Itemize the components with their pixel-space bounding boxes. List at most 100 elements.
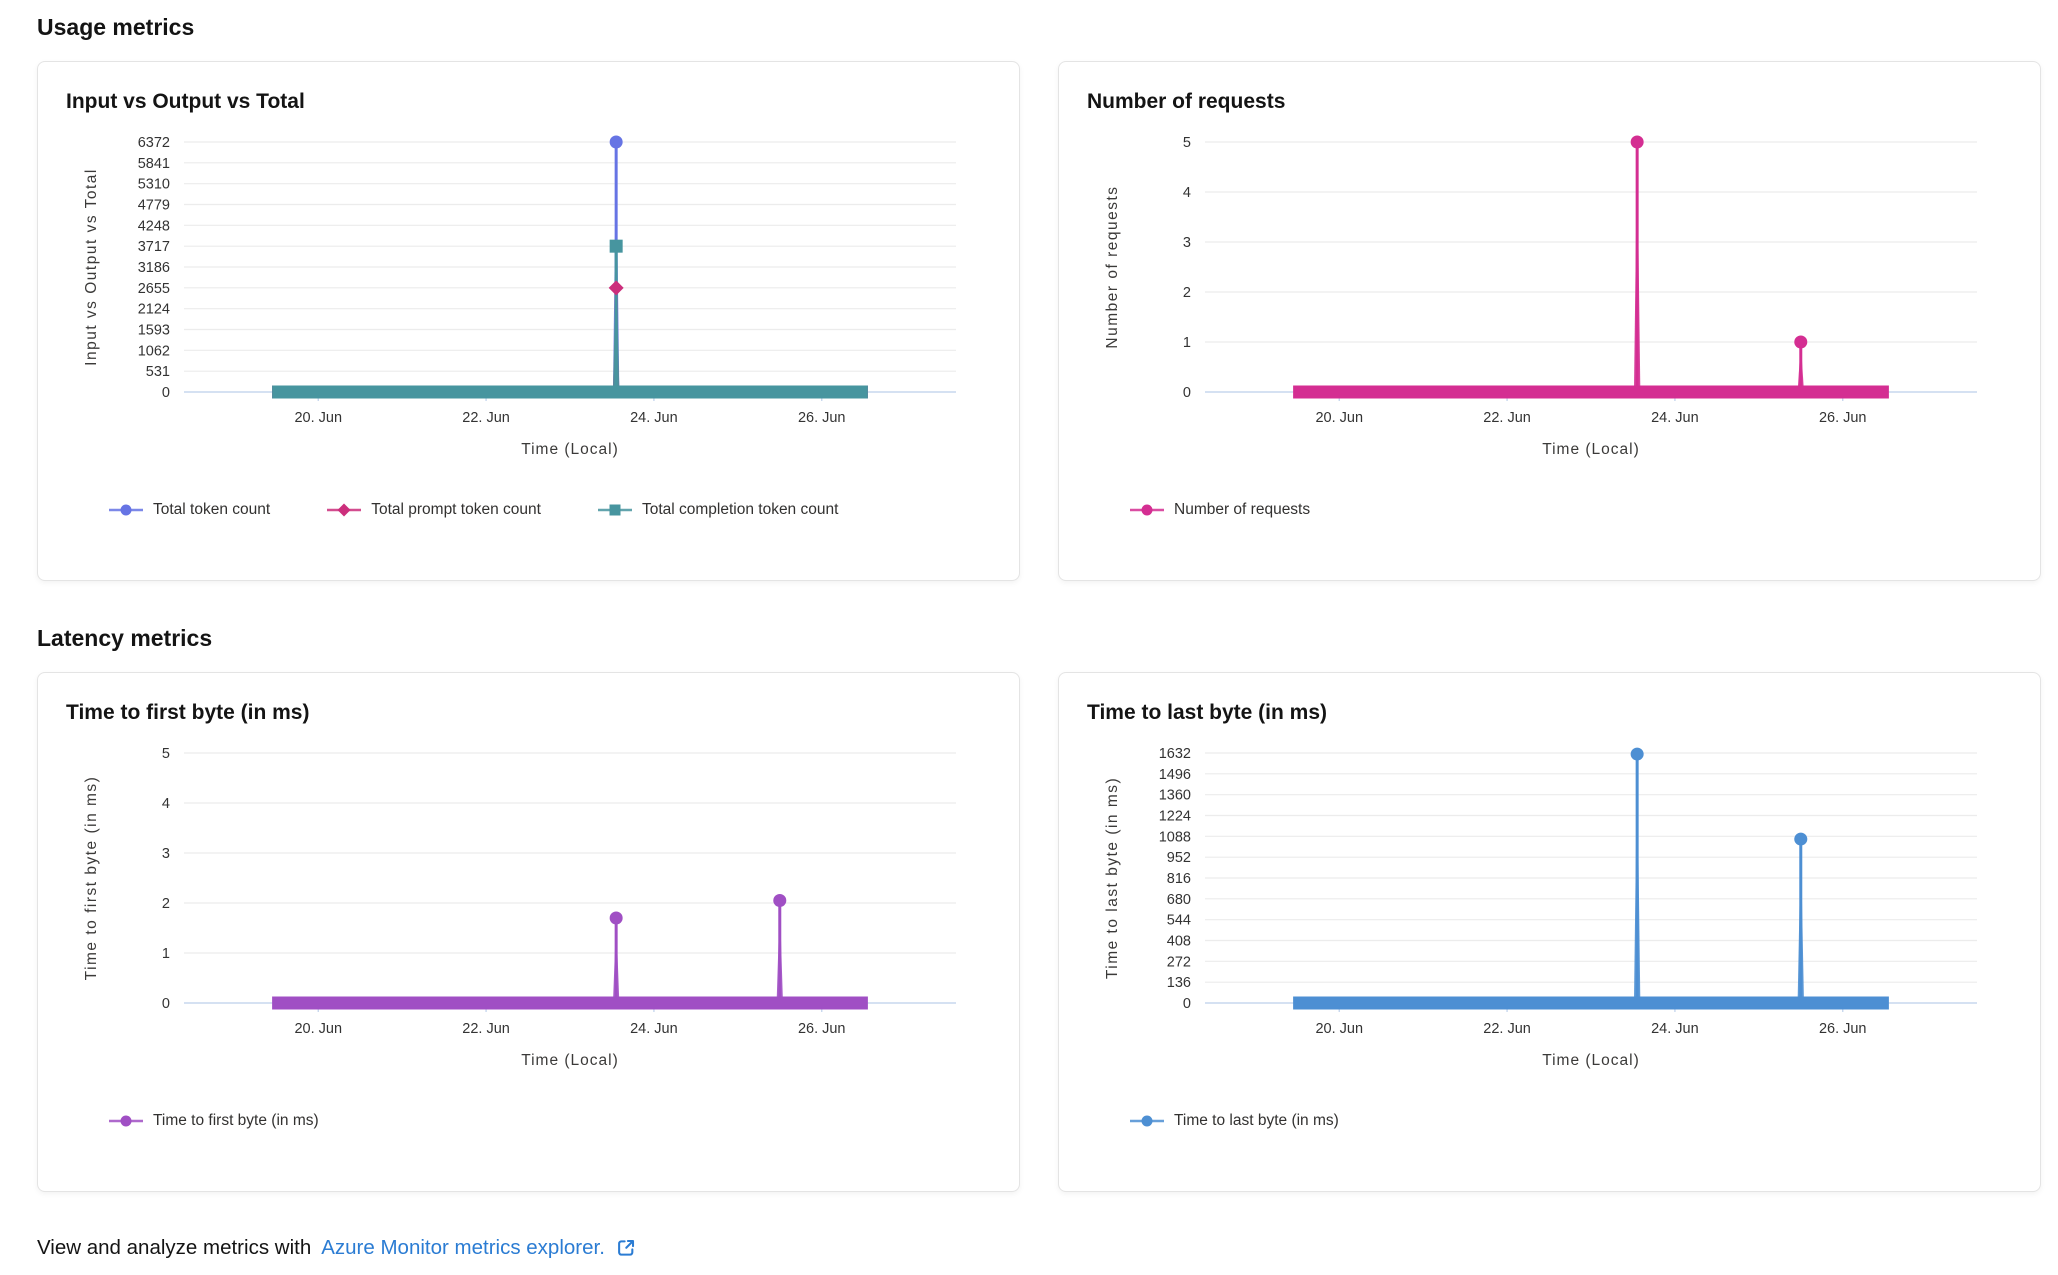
svg-text:20. Jun: 20. Jun: [294, 1021, 342, 1037]
svg-text:26. Jun: 26. Jun: [1819, 410, 1867, 426]
svg-text:531: 531: [146, 364, 170, 380]
svg-text:2655: 2655: [138, 281, 170, 297]
square-marker-icon: [597, 504, 632, 516]
svg-text:408: 408: [1167, 934, 1191, 950]
svg-text:26. Jun: 26. Jun: [1819, 1021, 1867, 1037]
svg-text:Time (Local): Time (Local): [1542, 1052, 1640, 1069]
svg-text:1360: 1360: [1159, 788, 1191, 804]
svg-text:24. Jun: 24. Jun: [630, 1021, 678, 1037]
usage-cards-row: Input vs Output vs Total 0 531 1062 1593 212…: [37, 61, 2041, 581]
svg-text:20. Jun: 20. Jun: [294, 410, 342, 426]
svg-text:3: 3: [162, 846, 170, 862]
circle-marker-icon: [1130, 504, 1164, 516]
svg-text:Time (Local): Time (Local): [1542, 441, 1640, 458]
chart-legend: Time to first byte (in ms): [108, 1112, 991, 1130]
svg-text:0: 0: [162, 996, 170, 1012]
latency-cards-row: Time to first byte (in ms) 0 1 2 3 4 5 20. Jun…: [37, 672, 2041, 1192]
svg-text:136: 136: [1167, 975, 1191, 991]
svg-text:22. Jun: 22. Jun: [1483, 410, 1531, 426]
legend-label: Total token count: [153, 501, 271, 518]
chart-title: Input vs Output vs Total: [66, 90, 305, 113]
chart-title: Number of requests: [1087, 90, 1286, 113]
circle-marker-icon: [109, 504, 143, 516]
svg-text:272: 272: [1167, 954, 1191, 970]
svg-text:1062: 1062: [138, 343, 170, 359]
legend-label: Total prompt token count: [371, 501, 541, 518]
chart-canvas[interactable]: 0 1 2 3 4 5 20. Jun 22. Jun 24. Jun 26. Jun Time (…: [66, 739, 991, 1084]
svg-text:Time (Local): Time (Local): [521, 1052, 619, 1069]
svg-text:0: 0: [1183, 385, 1191, 401]
chart-canvas[interactable]: 0 136 272 408 544 680 816 952 1088 1224 1360 1496 16…: [1087, 739, 2012, 1084]
svg-text:24. Jun: 24. Jun: [1651, 1021, 1699, 1037]
legend-item[interactable]: Number of requests: [1129, 501, 1310, 519]
svg-text:22. Jun: 22. Jun: [1483, 1021, 1531, 1037]
svg-text:680: 680: [1167, 892, 1191, 908]
svg-text:3: 3: [1183, 235, 1191, 251]
svg-text:1: 1: [1183, 335, 1191, 351]
chart-legend: Time to last byte (in ms): [1129, 1112, 2012, 1130]
svg-text:1224: 1224: [1159, 809, 1191, 825]
chart-legend: Total token count Total prompt token coun…: [108, 501, 991, 519]
svg-text:26. Jun: 26. Jun: [798, 1021, 846, 1037]
footer-text: View and analyze metrics with: [37, 1236, 312, 1259]
chart-canvas[interactable]: 0 531 1062 1593 2124 2655 3186 3717 4248 4779 5310…: [66, 128, 991, 473]
legend-label: Total completion token count: [641, 501, 839, 518]
svg-text:6372: 6372: [138, 135, 170, 151]
svg-text:2: 2: [1183, 285, 1191, 301]
svg-text:4: 4: [162, 796, 170, 812]
svg-text:4248: 4248: [138, 218, 170, 234]
svg-text:1593: 1593: [138, 323, 170, 339]
svg-text:1: 1: [162, 946, 170, 962]
chart-title: Time to last byte (in ms): [1087, 701, 1327, 724]
svg-text:20. Jun: 20. Jun: [1315, 410, 1363, 426]
svg-text:24. Jun: 24. Jun: [1651, 410, 1699, 426]
section-heading-latency: Latency metrics: [37, 625, 213, 651]
svg-text:1496: 1496: [1159, 767, 1191, 783]
svg-text:22. Jun: 22. Jun: [462, 1021, 510, 1037]
metric-card-number-of-requests: Number of requests 0 1 2 3 4 5 20. Jun 22. Jun 2…: [1058, 61, 2041, 581]
legend-item[interactable]: Total prompt token count: [326, 501, 541, 519]
footer: View and analyze metrics with Azure Moni…: [37, 1236, 2038, 1260]
circle-marker-icon: [109, 1115, 143, 1127]
svg-text:544: 544: [1167, 913, 1191, 929]
chart-canvas[interactable]: 0 1 2 3 4 5 20. Jun 22. Jun 24. Jun 26. Jun Time (…: [1087, 128, 2012, 473]
metric-card-input-output-total: Input vs Output vs Total 0 531 1062 1593 212…: [37, 61, 1020, 581]
svg-text:Input vs Output vs Total: Input vs Output vs Total: [83, 168, 100, 366]
diamond-marker-icon: [327, 503, 362, 517]
svg-text:0: 0: [1183, 996, 1191, 1012]
svg-text:3717: 3717: [138, 239, 170, 255]
svg-text:5310: 5310: [138, 177, 170, 193]
legend-label: Time to last byte (in ms): [1174, 1112, 1339, 1129]
svg-text:5: 5: [1183, 135, 1191, 151]
circle-marker-icon: [1130, 1115, 1164, 1127]
svg-text:Number of requests: Number of requests: [1104, 185, 1121, 348]
svg-text:2: 2: [162, 896, 170, 912]
svg-text:20. Jun: 20. Jun: [1315, 1021, 1363, 1037]
legend-item[interactable]: Time to last byte (in ms): [1129, 1112, 1339, 1130]
svg-text:952: 952: [1167, 850, 1191, 866]
legend-item[interactable]: Time to first byte (in ms): [108, 1112, 319, 1130]
svg-text:1632: 1632: [1159, 746, 1191, 762]
svg-text:4779: 4779: [138, 198, 170, 214]
svg-text:Time to first byte (in ms): Time to first byte (in ms): [83, 776, 100, 981]
svg-text:24. Jun: 24. Jun: [630, 410, 678, 426]
legend-label: Number of requests: [1174, 501, 1311, 518]
legend-item[interactable]: Total token count: [108, 501, 270, 519]
azure-monitor-metrics-explorer-link[interactable]: Azure Monitor metrics explorer.: [321, 1236, 605, 1259]
svg-text:26. Jun: 26. Jun: [798, 410, 846, 426]
open-in-new-window-icon[interactable]: [615, 1237, 637, 1259]
svg-text:5841: 5841: [138, 156, 170, 172]
svg-text:Time to last byte (in ms): Time to last byte (in ms): [1104, 777, 1121, 979]
svg-text:4: 4: [1183, 185, 1191, 201]
svg-text:Time (Local): Time (Local): [521, 441, 619, 458]
section-heading-usage: Usage metrics: [37, 14, 195, 40]
legend-label: Time to first byte (in ms): [153, 1112, 319, 1129]
svg-text:2124: 2124: [138, 302, 170, 318]
svg-text:3186: 3186: [138, 260, 170, 276]
metric-card-time-to-last-byte: Time to last byte (in ms) 0 136 272 408 544 6…: [1058, 672, 2041, 1192]
chart-legend: Number of requests: [1129, 501, 2012, 519]
svg-text:816: 816: [1167, 871, 1191, 887]
svg-text:1088: 1088: [1159, 829, 1191, 845]
legend-item[interactable]: Total completion token count: [597, 501, 838, 519]
metric-card-time-to-first-byte: Time to first byte (in ms) 0 1 2 3 4 5 20. Jun…: [37, 672, 1020, 1192]
